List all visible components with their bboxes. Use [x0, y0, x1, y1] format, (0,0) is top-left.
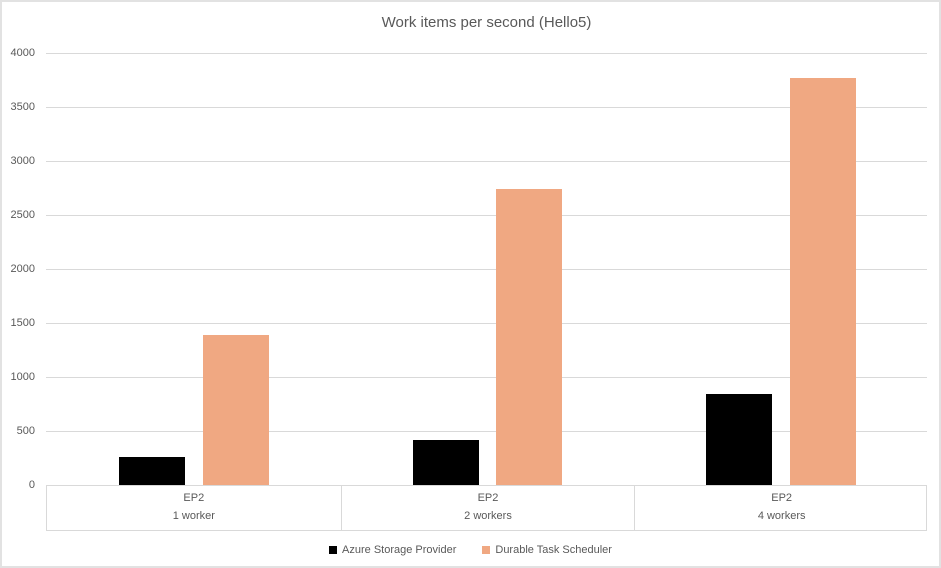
category-sku-label: EP2: [477, 492, 499, 504]
y-axis-tick-label: 1000: [10, 371, 35, 383]
gridline-y-0: [46, 484, 927, 486]
bar-durable-task-scheduler-1-worker: [202, 334, 269, 485]
bar-azure-storage-provider-1-worker: [119, 456, 185, 485]
bar-azure-storage-provider-2-workers: [412, 439, 479, 485]
y-axis-tick-label: 3000: [10, 155, 35, 167]
bar-azure-storage-provider-4-workers: [706, 394, 773, 485]
category-sku-label: EP2: [183, 492, 205, 504]
gridline-y-3500: [46, 106, 927, 108]
y-axis-tick-label: 0: [28, 479, 35, 491]
gridline-y-4000: [46, 52, 927, 54]
legend-item-durable-task-scheduler: Durable Task Scheduler: [482, 544, 612, 556]
legend-swatch-icon: [482, 546, 491, 554]
y-axis-tick-label: 1500: [10, 317, 35, 329]
x-axis-category-1-worker: EP2 1 worker: [47, 486, 341, 530]
x-axis: EP2 1 worker EP2 2 workers EP2 4 workers: [46, 485, 927, 531]
y-axis-tick-label: 3500: [10, 101, 35, 113]
legend-label: Azure Storage Provider: [342, 544, 457, 556]
gridline-y-2000: [46, 268, 927, 270]
category-workers-label: 4 workers: [757, 510, 806, 522]
bar-durable-task-scheduler-4-workers: [789, 77, 856, 485]
x-axis-category-2-workers: EP2 2 workers: [340, 486, 635, 530]
category-sku-label: EP2: [771, 492, 793, 504]
legend-swatch-icon: [329, 546, 338, 554]
gridline-y-1500: [46, 322, 927, 324]
legend-item-azure-storage-provider: Azure Storage Provider: [329, 544, 456, 556]
bar-durable-task-scheduler-2-workers: [496, 189, 563, 485]
chart-title: Work items per second (Hello5): [381, 14, 592, 31]
gridline-y-1000: [46, 376, 927, 378]
legend-label: Durable Task Scheduler: [495, 544, 612, 556]
gridline-y-3000: [46, 160, 927, 162]
y-axis-tick-label: 4000: [10, 47, 35, 59]
y-axis-tick-label: 500: [16, 425, 35, 437]
gridline-y-500: [46, 430, 927, 432]
legend: Azure Storage Provider Durable Task Sched…: [2, 540, 939, 560]
x-axis-category-4-workers: EP2 4 workers: [634, 486, 928, 530]
gridline-y-2500: [46, 214, 927, 216]
category-workers-label: 1 worker: [172, 510, 215, 522]
y-axis-tick-label: 2000: [10, 263, 35, 275]
y-axis-tick-label: 2500: [10, 209, 35, 221]
category-workers-label: 2 workers: [464, 510, 512, 522]
